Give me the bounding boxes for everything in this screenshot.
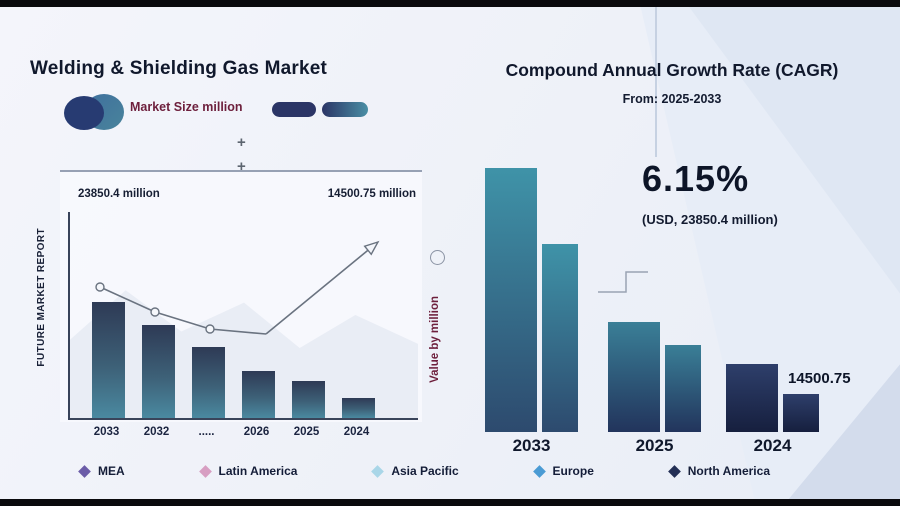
plus-icon: + (237, 158, 246, 175)
market-bar-2024 (342, 398, 375, 418)
legend-item-asia-pacific: Asia Pacific (371, 464, 459, 478)
y-axis-label: Value by million (429, 296, 441, 383)
decorative-circle-icon (430, 250, 445, 265)
legend-item-north-america: North America (667, 464, 770, 478)
legend-diamond-icon (532, 464, 546, 478)
market-bar-2032 (142, 325, 175, 418)
cylinder-icon-front (64, 96, 104, 130)
cagr-title: Compound Annual Growth Rate (CAGR) (505, 60, 839, 80)
legend-item-latin-america: Latin America (198, 464, 298, 478)
cagr-group-2033: 2033 (485, 168, 578, 456)
divider-line (655, 7, 657, 157)
series-label: Market Size million (130, 100, 243, 114)
toggle-pill-navy (272, 102, 316, 117)
legend-label: Latin America (218, 464, 298, 478)
cagr-x-label: 2025 (635, 436, 674, 455)
legend-item-mea: MEA (78, 464, 125, 478)
top-black-bar (0, 0, 900, 7)
legend-label: North America (687, 464, 770, 478)
cagr-x-label: 2033 (512, 436, 551, 455)
cagr-bar-2033-primary (485, 168, 537, 432)
market-size-chart: 23850.4 million 14500.75 million (60, 170, 422, 422)
cagr-x-label: 2024 (753, 436, 792, 455)
x-axis-label: 2033 (93, 426, 120, 438)
cagr-bar-2025-secondary (665, 345, 701, 432)
cagr-bar-2024-primary (726, 364, 778, 432)
market-size-icon (64, 94, 124, 130)
legend-diamond-icon (667, 464, 681, 478)
legend: MEA Latin America Asia Pacific Europe North … (78, 464, 770, 478)
cagr-bar-2024-secondary (783, 394, 819, 432)
x-axis-label: ..... (198, 426, 215, 438)
cagr-group-2025: 2025 (608, 322, 701, 456)
legend-label: Asia Pacific (391, 464, 459, 478)
cagr-bar-2033-secondary (542, 244, 578, 432)
x-axis-label: 2026 (243, 426, 270, 438)
cagr-value: 6.15% (642, 158, 750, 199)
x-axis-label: 2032 (143, 426, 170, 438)
page-title: Welding & Shielding Gas Market (30, 58, 328, 79)
toggle-pill-teal (322, 102, 368, 117)
max-value-annotation: 23850.4 million (78, 188, 160, 200)
market-bar-..... (192, 347, 225, 418)
legend-label: Europe (552, 464, 594, 478)
legend-item-europe: Europe (532, 464, 594, 478)
watermark-label: FUTURE MARKET REPORT (36, 228, 47, 367)
trend-arrow (95, 240, 380, 335)
data-label: 14500.75 (788, 370, 851, 387)
legend-diamond-icon (78, 464, 91, 478)
market-bar-2025 (292, 381, 325, 418)
bottom-black-bar (0, 499, 900, 506)
market-bar-2026 (242, 371, 275, 418)
plot-area (68, 212, 418, 420)
cagr-subtitle: From: 2025-2033 (622, 92, 722, 106)
cagr-group-2024: 2024 (726, 364, 819, 456)
market-bar-2033 (92, 302, 125, 418)
legend-diamond-icon (371, 464, 385, 478)
market-bars (70, 302, 418, 418)
min-value-annotation: 14500.75 million (327, 188, 416, 200)
legend-label: MEA (98, 464, 125, 478)
cagr-bar-2025-primary (608, 322, 660, 432)
plus-icon: + (237, 134, 246, 151)
x-axis-label: 2024 (343, 426, 370, 438)
cagr-chart: 2033 2025 2024 (470, 158, 880, 456)
step-line-decoration (598, 271, 648, 293)
x-axis-label: 2025 (293, 426, 320, 438)
market-x-labels: 2033 2032..... 2026 2025 2024 (68, 426, 416, 438)
legend-diamond-icon (198, 464, 212, 478)
cagr-note: (USD, 23850.4 million) (642, 212, 778, 227)
